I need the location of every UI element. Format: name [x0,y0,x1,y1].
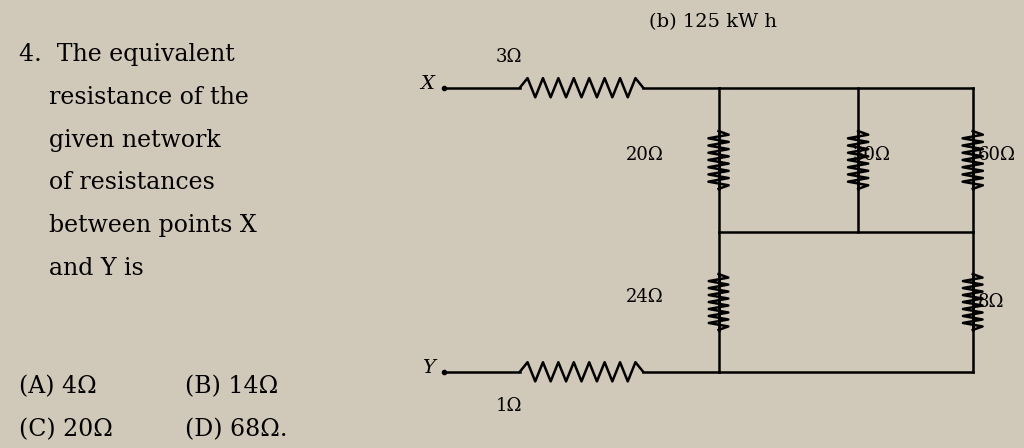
Text: resistance of the: resistance of the [18,86,249,109]
Text: (b) 125 kW h: (b) 125 kW h [649,13,777,31]
Text: 60Ω: 60Ω [978,146,1016,164]
Text: 4.  The equivalent: 4. The equivalent [18,43,234,66]
Text: (C) 20Ω: (C) 20Ω [18,418,113,442]
Text: Y: Y [422,359,434,377]
Text: 24Ω: 24Ω [626,288,664,306]
Text: 8Ω: 8Ω [978,293,1005,311]
Text: 30Ω: 30Ω [853,146,891,164]
Text: 3Ω: 3Ω [496,48,522,66]
Text: 1Ω: 1Ω [496,397,522,415]
Text: X: X [421,75,434,93]
Text: (D) 68Ω.: (D) 68Ω. [185,418,288,442]
Text: 20Ω: 20Ω [626,146,664,164]
Text: of resistances: of resistances [18,172,215,194]
Text: (B) 14Ω: (B) 14Ω [185,375,279,398]
Text: given network: given network [18,129,220,151]
Text: and Y is: and Y is [18,257,143,280]
Text: between points X: between points X [18,214,257,237]
Text: (A) 4Ω: (A) 4Ω [18,375,96,398]
